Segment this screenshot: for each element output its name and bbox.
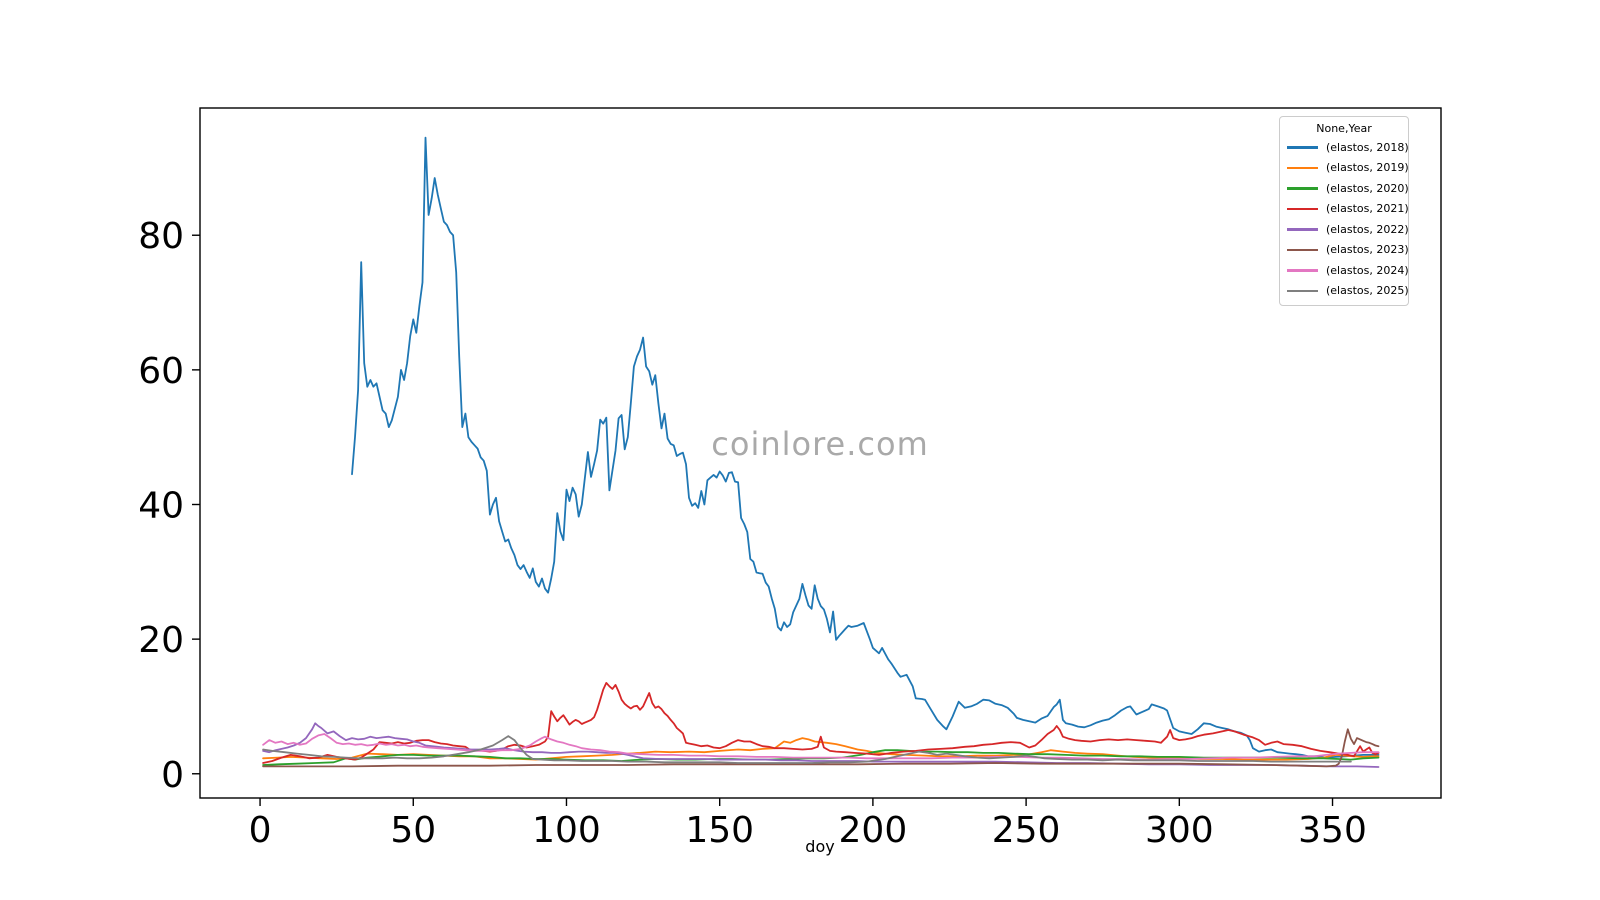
legend-item-2018: (elastos, 2018) [1280, 137, 1409, 158]
legend-label: (elastos, 2018) [1326, 140, 1409, 154]
legend-label: (elastos, 2024) [1326, 263, 1409, 277]
legend-swatch-2020 [1287, 187, 1318, 190]
x-tick-label: 50 [390, 810, 436, 851]
legend-label: (elastos, 2022) [1326, 222, 1409, 236]
legend-label: (elastos, 2025) [1326, 284, 1409, 298]
x-tick-label: 350 [1298, 810, 1367, 851]
legend: None,Year (elastos, 2018) (elastos, 2019)… [1279, 116, 1409, 306]
x-axis-ticks: 0 50 100 150 200 250 300 350 [249, 798, 1367, 851]
legend-item-2021: (elastos, 2021) [1280, 199, 1409, 220]
legend-swatch-2018 [1287, 146, 1318, 149]
legend-swatch-2022 [1287, 228, 1318, 231]
legend-swatch-2021 [1287, 207, 1318, 210]
series-line-2023 [262, 728, 1380, 768]
series-line-2025 [262, 735, 1352, 764]
y-tick-label: 80 [138, 216, 184, 257]
legend-item-2024: (elastos, 2024) [1280, 260, 1409, 281]
x-tick-label: 100 [532, 810, 601, 851]
legend-swatch-2023 [1287, 248, 1318, 251]
legend-swatch-2024 [1287, 269, 1318, 272]
series-line-2022 [262, 722, 1380, 768]
watermark: coinlore.com [711, 425, 928, 463]
x-tick-label: 200 [839, 810, 908, 851]
x-tick-label: 150 [685, 810, 754, 851]
legend-title: None,Year [1316, 122, 1372, 135]
x-tick-label: 300 [1145, 810, 1214, 851]
y-tick-label: 0 [161, 755, 184, 796]
y-axis-ticks: 0 20 40 60 80 [138, 216, 200, 796]
series-line-2024 [262, 733, 1380, 761]
legend-label: (elastos, 2020) [1326, 181, 1409, 195]
plot-border [199, 107, 1442, 799]
legend-swatch-2025 [1287, 289, 1318, 292]
x-tick-label: 0 [249, 810, 272, 851]
legend-swatch-2019 [1287, 166, 1318, 169]
y-tick-label: 60 [138, 351, 184, 392]
legend-item-2022: (elastos, 2022) [1280, 219, 1409, 240]
y-tick-label: 20 [138, 620, 184, 661]
x-axis-label: doy [805, 837, 834, 856]
legend-item-2020: (elastos, 2020) [1280, 178, 1409, 199]
y-tick-label: 40 [138, 485, 184, 526]
x-tick-label: 250 [992, 810, 1061, 851]
series-lines [262, 136, 1380, 768]
legend-item-2025: (elastos, 2025) [1280, 281, 1409, 302]
legend-label: (elastos, 2021) [1326, 202, 1409, 216]
legend-label: (elastos, 2023) [1326, 243, 1409, 257]
series-line-2018 [351, 136, 1380, 759]
legend-item-2019: (elastos, 2019) [1280, 158, 1409, 179]
legend-label: (elastos, 2019) [1326, 161, 1409, 175]
series-line-2021 [262, 682, 1380, 764]
legend-item-2023: (elastos, 2023) [1280, 240, 1409, 261]
